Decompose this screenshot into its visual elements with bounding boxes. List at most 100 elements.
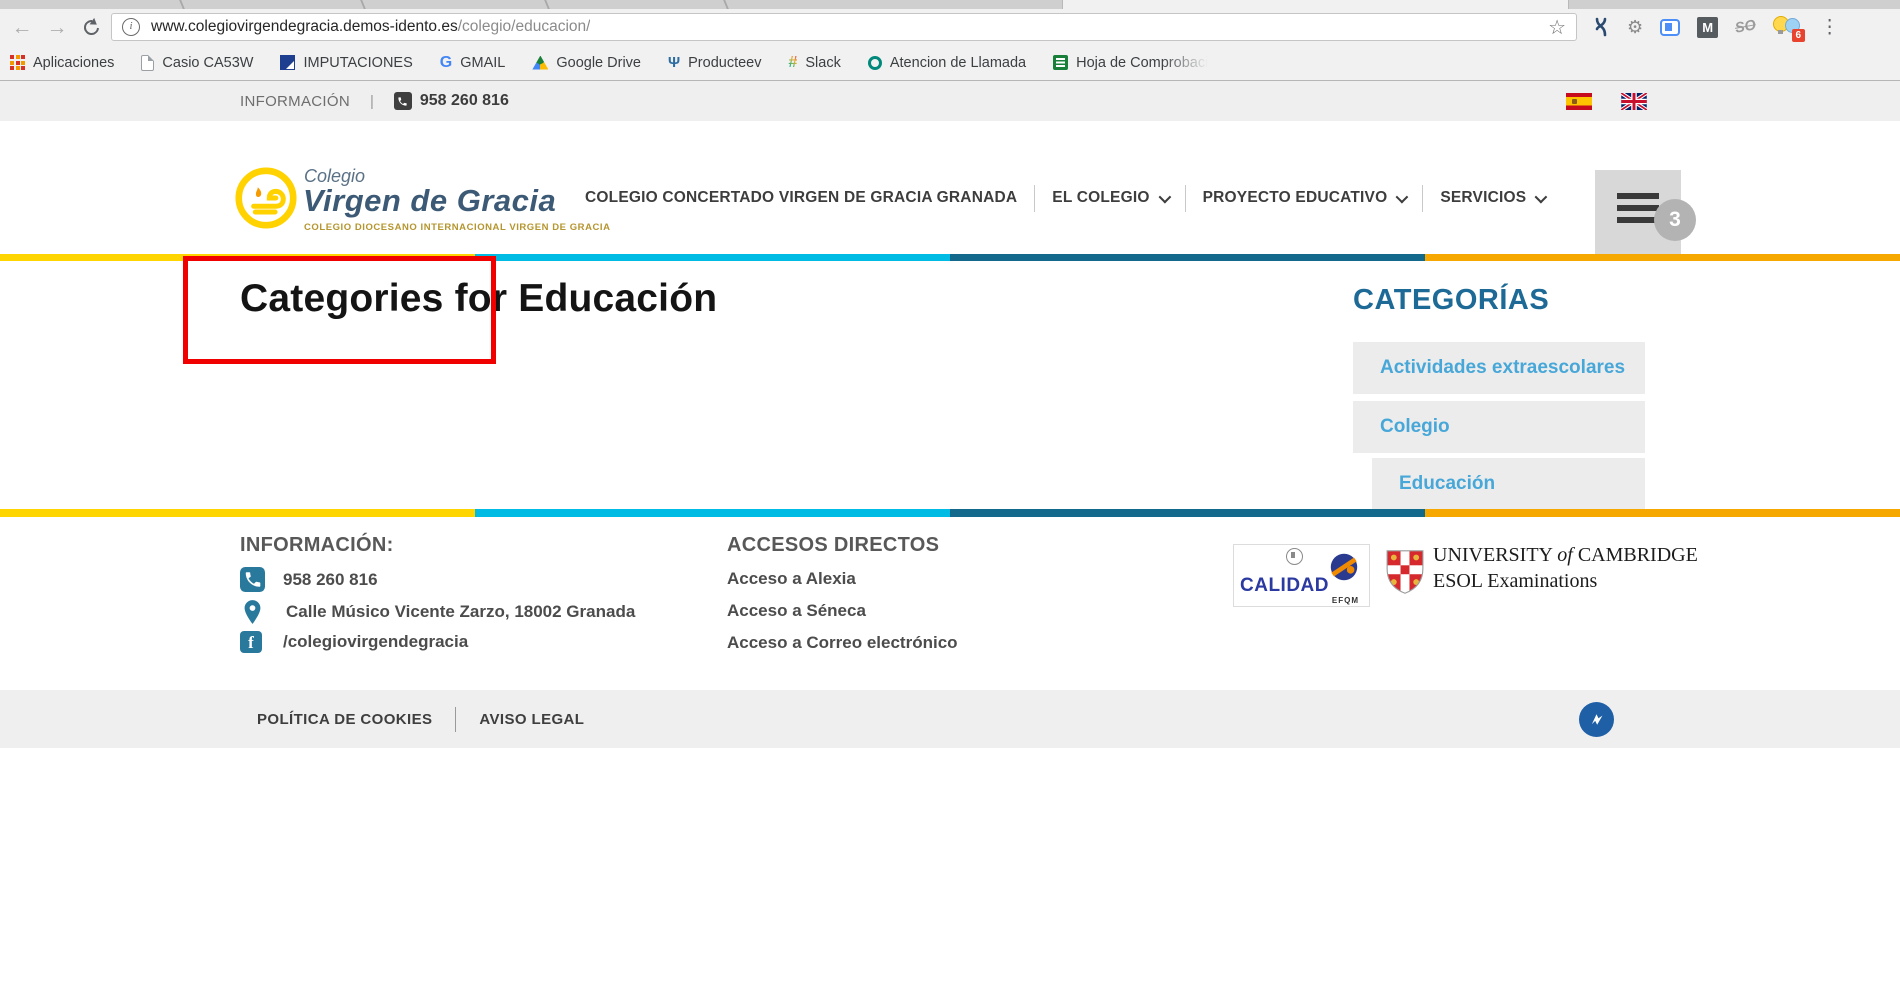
site-header: Colegio Virgen de Gracia COLEGIO DIOCESA… (0, 121, 1900, 254)
bookmarks-bar: Aplicaciones Casio CA53W IMPUTACIONES G … (0, 45, 1900, 81)
category-educacion[interactable]: Educación (1372, 458, 1645, 509)
tab-edge (721, 0, 731, 9)
category-colegio[interactable]: Colegio (1353, 401, 1645, 453)
bulb-base (1778, 30, 1784, 34)
nav-item-home[interactable]: COLEGIO CONCERTADO VIRGEN DE GRACIA GRAN… (585, 189, 1017, 207)
reload-button[interactable] (83, 19, 100, 36)
footer-info-title: INFORMACIÓN: (240, 534, 394, 556)
browser-toolbar: ← → i www.colegiovirgendegracia.demos-id… (0, 9, 1900, 45)
main-nav: COLEGIO CONCERTADO VIRGEN DE GRACIA GRAN… (585, 179, 1548, 217)
page-info-icon[interactable]: i (122, 18, 140, 36)
nav-label: SERVICIOS (1440, 189, 1527, 206)
topbar-phone[interactable]: 958 260 816 (393, 92, 509, 110)
m-extension-icon[interactable]: M (1697, 16, 1719, 38)
cambridge-word-of: of (1557, 544, 1573, 566)
google-g-icon: G (439, 53, 453, 71)
band-cyan (475, 254, 950, 261)
site-info-bar: INFORMACIÓN | 958 260 816 (0, 81, 1900, 121)
menu-count-badge: 3 (1654, 199, 1696, 241)
extension-badge: 6 (1791, 29, 1806, 42)
band-teal (950, 509, 1425, 517)
browser-menu-icon[interactable]: ⋮ (1820, 16, 1840, 38)
apps-shortcut[interactable]: Aplicaciones (10, 55, 114, 71)
tag-extension-icon[interactable] (1660, 18, 1681, 36)
nav-label: PROYECTO EDUCATIVO (1202, 189, 1388, 206)
bottom-bar: POLÍTICA DE COOKIES AVISO LEGAL (0, 690, 1900, 748)
url-domain: www.colegiovirgendegracia.demos-idento.e… (151, 18, 458, 35)
bookmark-casio[interactable]: Casio CA53W (141, 54, 253, 71)
idento-logo-icon[interactable] (1579, 702, 1614, 737)
apps-label: Aplicaciones (33, 54, 115, 71)
tab-edge (358, 0, 368, 9)
nav-item-servicios[interactable]: SERVICIOS (1440, 189, 1548, 207)
footer-phone-number: 958 260 816 (283, 569, 378, 589)
page-title: Categories for Educación (240, 277, 718, 320)
signature-extension-icon[interactable] (1592, 17, 1610, 37)
gear-extension-icon[interactable]: ⚙ (1627, 17, 1644, 37)
bookmark-star-icon[interactable]: ☆ (1548, 16, 1566, 39)
bookmark-producteev[interactable]: Ψ Producteev (668, 54, 762, 71)
facebook-icon: f (240, 631, 283, 653)
browser-tab-strip[interactable] (0, 0, 1900, 9)
location-pin-icon (240, 599, 286, 625)
footer-color-band (0, 509, 1900, 517)
url-text[interactable]: www.colegiovirgendegracia.demos-idento.e… (151, 18, 590, 36)
bulb-extension-icon[interactable]: 6 (1773, 15, 1806, 42)
link-acceso-seneca[interactable]: Acceso a Séneca (727, 601, 866, 620)
spanish-flag-icon[interactable] (1566, 93, 1592, 110)
logo-word-colegio: Colegio (304, 166, 366, 186)
bookmark-label: IMPUTACIONES (303, 54, 413, 71)
url-bar[interactable]: i www.colegiovirgendegracia.demos-idento… (111, 13, 1577, 41)
bookmark-label: Hoja de Comprobaci (1076, 54, 1209, 71)
info-label: INFORMACIÓN (240, 92, 350, 110)
footer-facebook-row[interactable]: f /colegiovirgendegracia (240, 631, 468, 653)
active-tab[interactable] (1062, 0, 1569, 9)
back-button[interactable]: ← (11, 15, 33, 39)
bookmark-gmail[interactable]: G GMAIL (440, 54, 506, 72)
drive-triangle-icon (532, 55, 549, 70)
divider: | (369, 92, 374, 110)
bookmark-imputaciones[interactable]: IMPUTACIONES (280, 54, 413, 71)
ring-icon (867, 55, 882, 70)
bookmark-google-drive[interactable]: Google Drive (532, 55, 641, 71)
nav-item-el-colegio[interactable]: EL COLEGIO (1052, 189, 1171, 207)
cambridge-shield-icon (1386, 550, 1424, 594)
footer-facebook-handle: /colegiovirgendegracia (283, 632, 469, 651)
hamburger-bar (1617, 205, 1659, 211)
producteev-icon: Ψ (667, 54, 681, 71)
bookmark-label: Atencion de Llamada (889, 54, 1027, 71)
calidad-emblem-icon (1286, 548, 1303, 565)
category-actividades-extraescolares[interactable]: Actividades extraescolares (1353, 342, 1645, 394)
bookmark-slack[interactable]: # Slack (788, 54, 840, 72)
bookmark-label: Producteev (688, 54, 762, 71)
site-footer: INFORMACIÓN: 958 260 816 Calle Músico Vi… (0, 517, 1900, 690)
bookmark-label: Slack (805, 54, 841, 71)
link-politica-cookies[interactable]: POLÍTICA DE COOKIES (257, 710, 433, 728)
facebook-f: f (240, 631, 262, 653)
calidad-logo: CALIDAD EFQM (1233, 544, 1370, 607)
tab-edge (177, 0, 187, 9)
tab-edge (542, 0, 552, 9)
phone-icon (240, 567, 283, 592)
bookmark-label: GMAIL (460, 54, 506, 71)
school-logo-icon[interactable] (233, 165, 299, 231)
nav-label: COLEGIO CONCERTADO VIRGEN DE GRACIA GRAN… (585, 189, 1018, 206)
bookmark-atencion[interactable]: Atencion de Llamada (867, 54, 1027, 71)
bookmark-hoja[interactable]: Hoja de Comprobaci (1053, 55, 1208, 71)
link-acceso-correo[interactable]: Acceso a Correo electrónico (727, 633, 958, 652)
cambridge-word: CAMBRIDGE (1577, 544, 1698, 566)
logo-name[interactable]: Virgen de Gracia (303, 183, 557, 218)
nav-item-proyecto-educativo[interactable]: PROYECTO EDUCATIVO (1202, 189, 1409, 207)
link-acceso-alexia[interactable]: Acceso a Alexia (727, 569, 856, 588)
main-content: Categories for Educación CATEGORÍAS Acti… (0, 261, 1900, 509)
link-aviso-legal[interactable]: AVISO LEGAL (479, 710, 585, 728)
flag-square-icon (280, 55, 296, 70)
efqm-label: EFQM (1331, 596, 1359, 605)
chevron-down-icon (1534, 190, 1548, 203)
hamburger-bar (1617, 217, 1659, 223)
so-extension-icon[interactable]: SO (1733, 17, 1758, 37)
uk-flag-icon[interactable] (1620, 91, 1648, 112)
forward-button[interactable]: → (46, 15, 68, 39)
band-teal (950, 254, 1425, 261)
cambridge-text: UNIVERSITY of CAMBRIDGE ESOL Examination… (1433, 541, 1698, 603)
